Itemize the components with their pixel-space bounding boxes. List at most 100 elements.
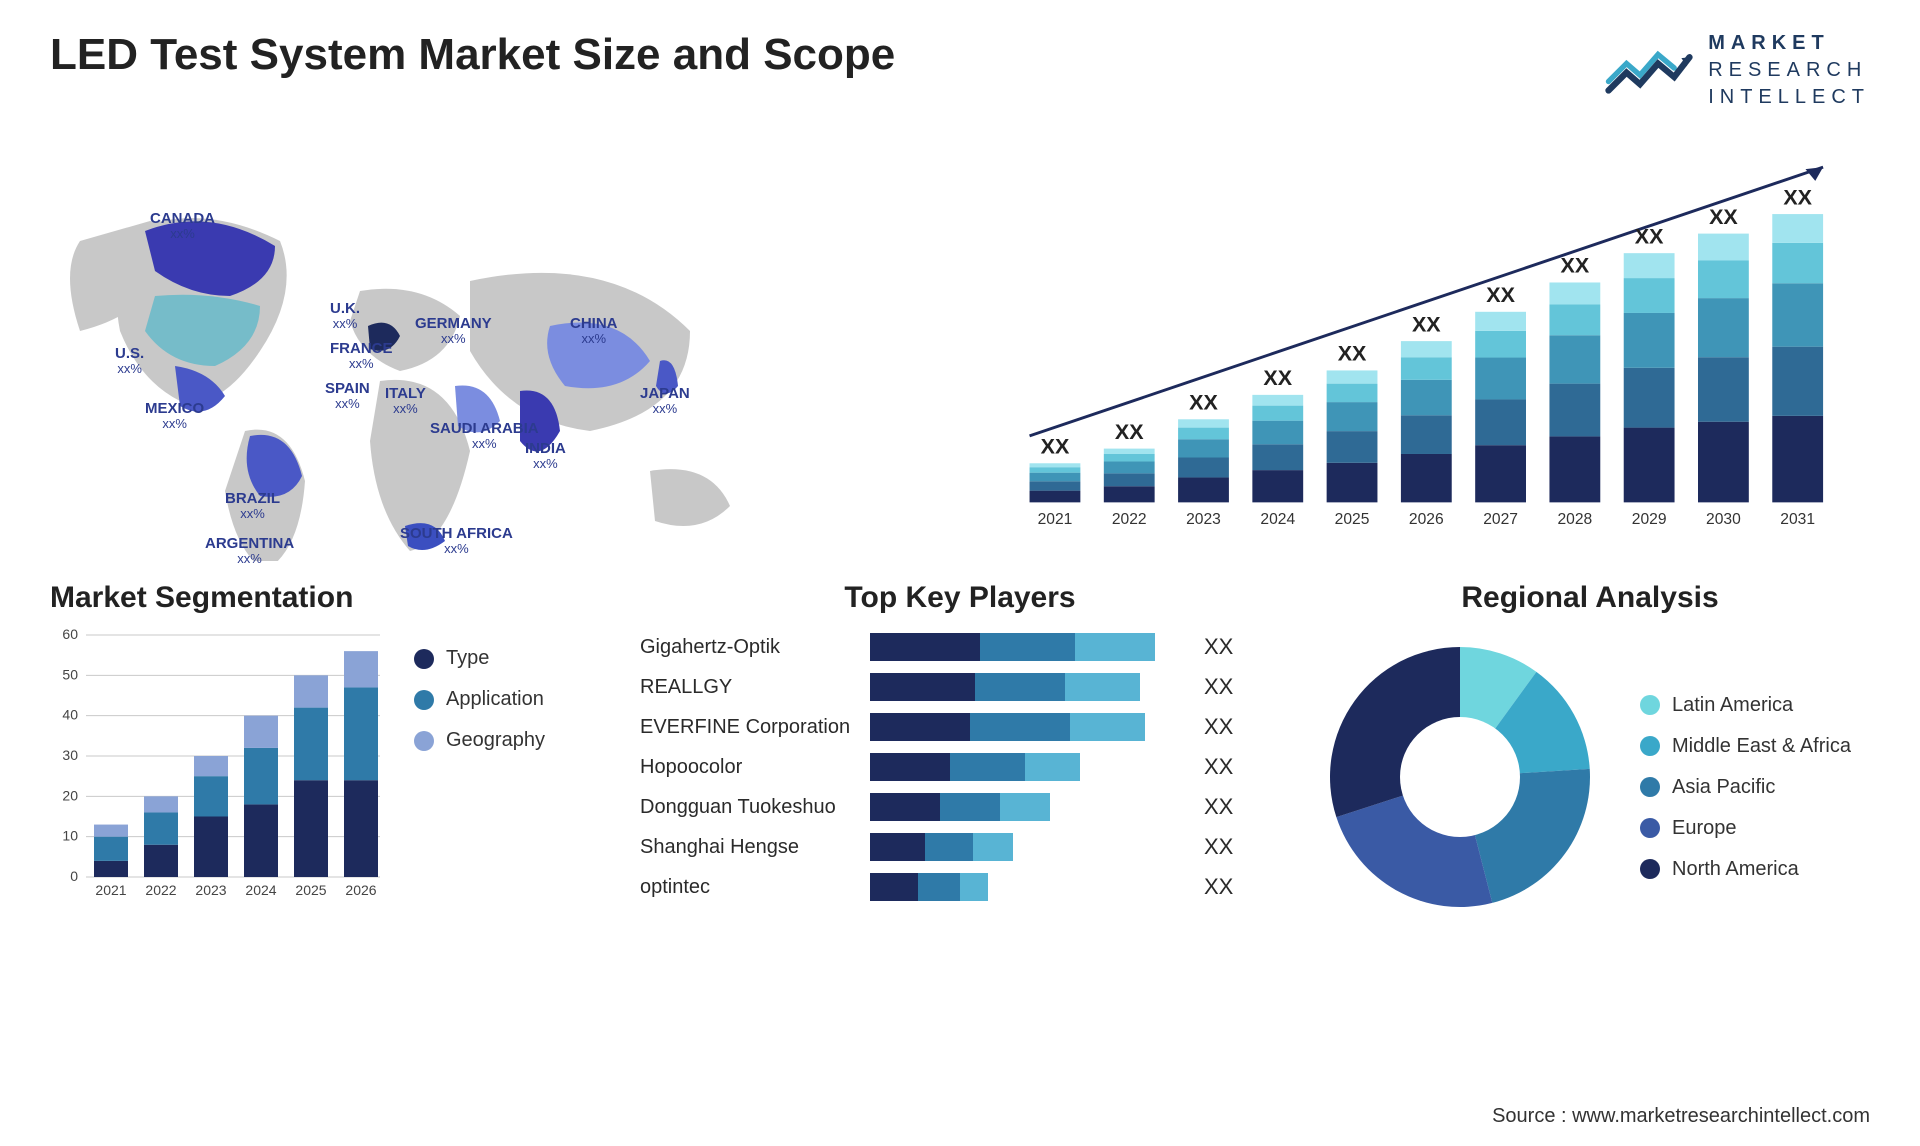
svg-text:60: 60 — [62, 627, 78, 642]
legend-label: Asia Pacific — [1672, 776, 1775, 799]
regional-legend: Latin AmericaMiddle East & AfricaAsia Pa… — [1640, 694, 1851, 881]
svg-text:XX: XX — [1115, 420, 1144, 444]
svg-text:0: 0 — [70, 868, 78, 884]
brand-logo: MARKET RESEARCH INTELLECT — [1604, 30, 1870, 111]
player-bar — [870, 873, 1190, 901]
svg-text:2022: 2022 — [145, 882, 176, 898]
svg-text:30: 30 — [62, 747, 78, 763]
svg-text:2024: 2024 — [245, 882, 276, 898]
header: LED Test System Market Size and Scope MA… — [50, 30, 1870, 111]
legend-item-north-america: North America — [1640, 858, 1851, 881]
map-label-mexico: MEXICOxx% — [145, 401, 204, 430]
svg-text:2021: 2021 — [95, 882, 126, 898]
map-label-southafrica: SOUTH AFRICAxx% — [400, 526, 513, 555]
player-value: XX — [1204, 634, 1233, 660]
page-title: LED Test System Market Size and Scope — [50, 30, 895, 80]
player-name: Gigahertz-Optik — [640, 636, 870, 659]
regional-donut-svg — [1310, 627, 1610, 927]
map-label-canada: CANADAxx% — [150, 211, 215, 240]
player-value: XX — [1204, 794, 1233, 820]
players-list: Gigahertz-Optik XX REALLGY XX EVERFINE Corpo… — [640, 627, 1280, 907]
map-label-brazil: BRAZILxx% — [225, 491, 280, 520]
legend-item-type: Type — [414, 647, 545, 670]
svg-text:XX: XX — [1635, 224, 1664, 248]
svg-text:XX: XX — [1561, 254, 1590, 278]
legend-item-europe: Europe — [1640, 817, 1851, 840]
swatch-icon — [1640, 818, 1660, 838]
svg-text:2028: 2028 — [1557, 511, 1592, 528]
player-row: EVERFINE CorporationXX — [640, 707, 1280, 747]
svg-text:10: 10 — [62, 828, 78, 844]
segmentation-legend: TypeApplicationGeography — [414, 647, 545, 907]
legend-item-latin-america: Latin America — [1640, 694, 1851, 717]
top-row: CANADAxx%U.S.xx%MEXICOxx%BRAZILxx%ARGENT… — [50, 131, 1870, 561]
svg-text:50: 50 — [62, 666, 78, 682]
svg-text:2023: 2023 — [195, 882, 226, 898]
map-label-saudiarabia: SAUDI ARABIAxx% — [430, 421, 539, 450]
players-title: Top Key Players — [640, 581, 1280, 615]
legend-label: North America — [1672, 858, 1799, 881]
player-bar — [870, 633, 1190, 661]
segmentation-title: Market Segmentation — [50, 581, 610, 615]
svg-text:XX: XX — [1041, 435, 1070, 459]
svg-text:40: 40 — [62, 707, 78, 723]
svg-text:XX: XX — [1709, 205, 1738, 229]
svg-text:2030: 2030 — [1706, 511, 1741, 528]
player-name: Shanghai Hengse — [640, 836, 870, 859]
player-row: HopoocolorXX — [640, 747, 1280, 787]
svg-text:XX: XX — [1412, 312, 1441, 336]
player-value: XX — [1204, 754, 1233, 780]
player-name: EVERFINE Corporation — [640, 716, 870, 739]
player-value: XX — [1204, 834, 1233, 860]
legend-item-geography: Geography — [414, 729, 545, 752]
player-bar — [870, 753, 1190, 781]
swatch-icon — [1640, 695, 1660, 715]
map-label-france: FRANCExx% — [330, 341, 393, 370]
player-row: Shanghai Hengse XX — [640, 827, 1280, 867]
player-bar — [870, 833, 1190, 861]
map-label-japan: JAPANxx% — [640, 386, 690, 415]
player-name: REALLGY — [640, 676, 870, 699]
world-map-panel: CANADAxx%U.S.xx%MEXICOxx%BRAZILxx%ARGENT… — [50, 131, 970, 561]
svg-text:2031: 2031 — [1780, 511, 1815, 528]
legend-item-asia-pacific: Asia Pacific — [1640, 776, 1851, 799]
svg-text:2026: 2026 — [345, 882, 376, 898]
growth-chart-panel: 2021202220232024202520262027202820292030… — [1010, 131, 1870, 561]
segmentation-panel: Market Segmentation 01020304050602021202… — [50, 581, 610, 927]
svg-text:XX: XX — [1486, 283, 1515, 307]
swatch-icon — [1640, 777, 1660, 797]
segmentation-chart-svg: 0102030405060202120222023202420252026 — [50, 627, 390, 907]
map-label-uk: U.K.xx% — [330, 301, 360, 330]
world-map-svg — [50, 131, 970, 561]
map-label-germany: GERMANYxx% — [415, 316, 492, 345]
players-panel: Top Key Players Gigahertz-OptikXXREALLGY… — [640, 581, 1280, 927]
svg-text:2027: 2027 — [1483, 511, 1518, 528]
player-row: REALLGY XX — [640, 667, 1280, 707]
map-label-india: INDIAxx% — [525, 441, 566, 470]
svg-text:XX: XX — [1189, 391, 1218, 415]
player-bar — [870, 673, 1190, 701]
player-bar — [870, 793, 1190, 821]
swatch-icon — [414, 649, 434, 669]
svg-text:2024: 2024 — [1260, 511, 1295, 528]
svg-text:2022: 2022 — [1112, 511, 1147, 528]
svg-text:2025: 2025 — [295, 882, 326, 898]
player-value: XX — [1204, 674, 1233, 700]
swatch-icon — [414, 731, 434, 751]
player-row: Dongguan Tuokeshuo XX — [640, 787, 1280, 827]
player-name: optintec — [640, 876, 870, 899]
player-row: optintecXX — [640, 867, 1280, 907]
logo-text: MARKET RESEARCH INTELLECT — [1708, 30, 1870, 111]
regional-title: Regional Analysis — [1310, 581, 1870, 615]
svg-text:2025: 2025 — [1335, 511, 1370, 528]
svg-text:2029: 2029 — [1632, 511, 1667, 528]
player-name: Dongguan Tuokeshuo — [640, 796, 870, 819]
svg-text:2023: 2023 — [1186, 511, 1221, 528]
map-label-us: U.S.xx% — [115, 346, 144, 375]
source-attribution: Source : www.marketresearchintellect.com — [1492, 1105, 1870, 1128]
growth-chart-svg: 2021202220232024202520262027202820292030… — [1010, 131, 1870, 561]
map-label-italy: ITALYxx% — [385, 386, 426, 415]
legend-label: Latin America — [1672, 694, 1793, 717]
bottom-row: Market Segmentation 01020304050602021202… — [50, 581, 1870, 927]
map-label-spain: SPAINxx% — [325, 381, 370, 410]
